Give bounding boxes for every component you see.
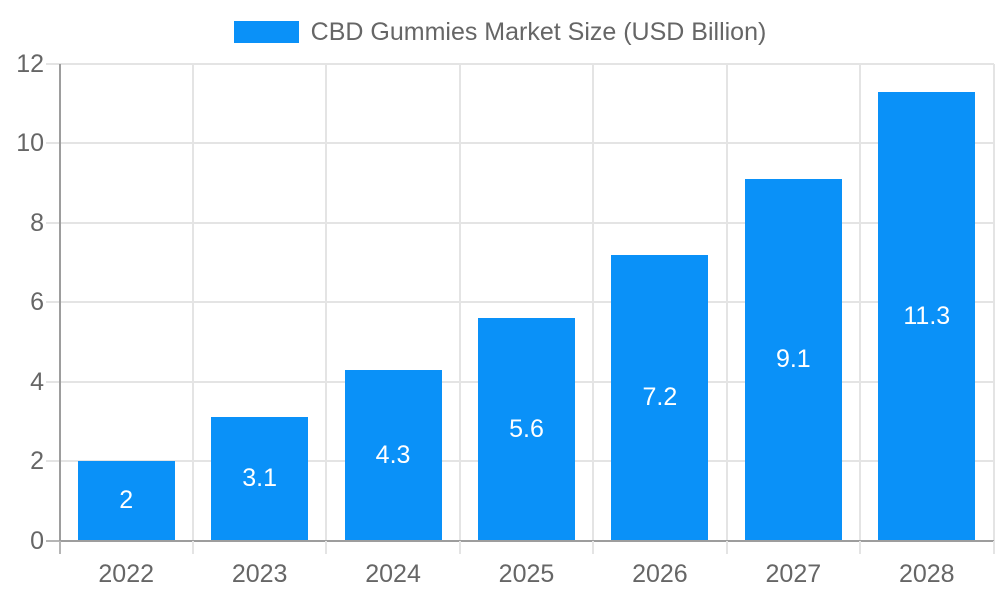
x-tick-mark (325, 540, 328, 554)
legend-swatch (233, 21, 299, 43)
x-tick-mark (859, 540, 862, 554)
x-tick-label: 2022 (98, 560, 155, 588)
bar-2024[interactable]: 4.3 (344, 369, 442, 541)
x-tick-label: 2025 (498, 560, 555, 588)
bar-label: 5.6 (509, 414, 544, 443)
x-tick-label: 2027 (765, 560, 822, 588)
gridline-vertical (592, 64, 595, 541)
x-axis-line (59, 539, 994, 542)
y-tick-label: 0 (30, 526, 44, 555)
y-tick-mark (45, 63, 60, 65)
gridline-horizontal (59, 301, 994, 304)
y-tick-label: 10 (16, 129, 44, 158)
x-tick-mark (725, 540, 728, 554)
y-tick-label: 8 (30, 208, 44, 237)
bar-label: 11.3 (903, 301, 951, 330)
bar-2028[interactable]: 11.3 (878, 91, 976, 541)
x-tick-label: 2023 (231, 560, 288, 588)
x-tick-label: 2026 (632, 560, 688, 588)
bar-label: 2 (119, 486, 134, 515)
gridline-vertical (325, 64, 328, 541)
gridline-horizontal (59, 142, 994, 145)
bar-label: 7.2 (642, 383, 678, 412)
x-tick-mark (458, 540, 461, 554)
bar-label: 4.3 (375, 440, 411, 469)
y-tick-mark (45, 221, 60, 224)
y-tick-mark (45, 142, 60, 145)
legend[interactable]: CBD Gummies Market Size (USD Billion) (0, 17, 1000, 46)
gridline-vertical (725, 64, 728, 541)
gridline-horizontal (59, 221, 994, 224)
y-tick-label: 4 (30, 367, 44, 396)
x-tick-mark (992, 540, 995, 554)
y-tick-mark (45, 460, 60, 463)
y-tick-label: 2 (30, 447, 44, 476)
bar-2025[interactable]: 5.6 (478, 318, 575, 541)
y-tick-mark (45, 380, 60, 383)
y-tick-mark (45, 301, 60, 304)
gridline-vertical (458, 64, 461, 541)
bar-label: 3.1 (242, 464, 278, 493)
y-tick-label: 6 (30, 288, 44, 317)
bar-2026[interactable]: 7.2 (611, 254, 709, 541)
legend-label: CBD Gummies Market Size (USD Billion) (310, 17, 767, 46)
x-tick-mark (592, 540, 595, 554)
x-tick-label: 2028 (898, 560, 955, 588)
gridline-vertical (859, 64, 862, 541)
x-tick-label: 2024 (365, 560, 421, 588)
gridline-vertical (992, 64, 995, 541)
bar-2022[interactable]: 2 (77, 461, 175, 541)
plot-area: 2 3.1 4.3 5.6 7.2 9.1 11.3 (45, 63, 995, 554)
bar-2023[interactable]: 3.1 (211, 417, 309, 541)
bar-2027[interactable]: 9.1 (744, 179, 842, 541)
y-tick-mark (45, 539, 60, 542)
bar-label: 9.1 (775, 345, 811, 374)
x-tick-mark (58, 540, 61, 554)
y-tick-label: 12 (16, 50, 44, 78)
gridline-horizontal (59, 63, 994, 65)
gridline-vertical (191, 64, 194, 541)
x-tick-mark (191, 540, 194, 554)
y-axis-line (58, 64, 61, 541)
